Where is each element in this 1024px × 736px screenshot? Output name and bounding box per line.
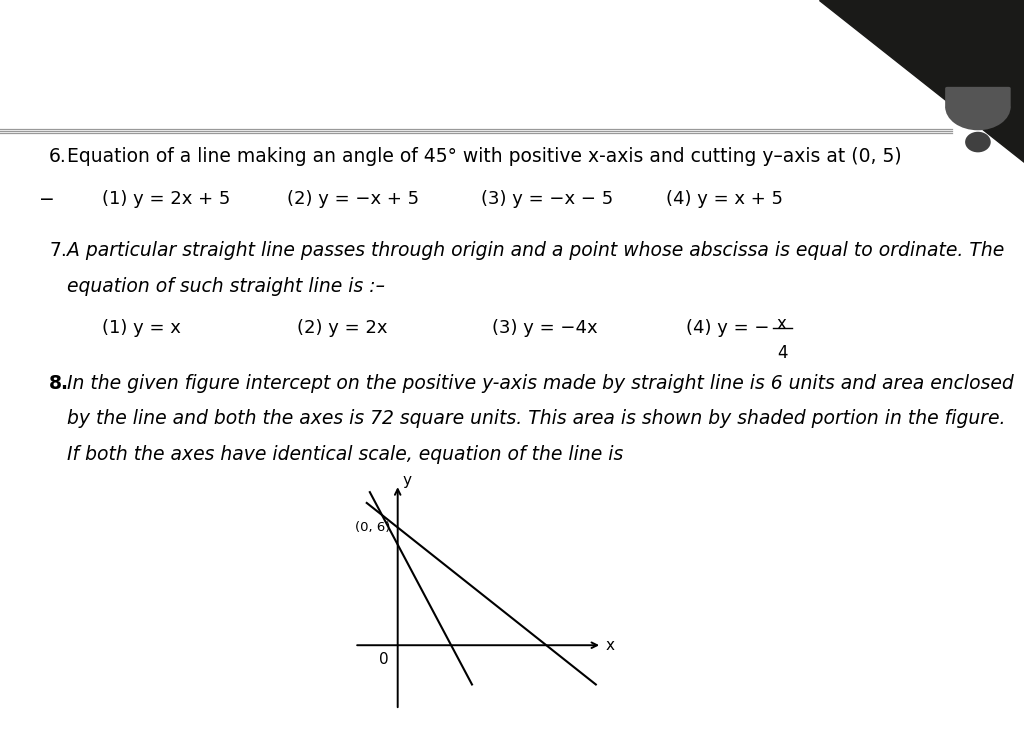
Text: equation of such straight line is :–: equation of such straight line is :–: [67, 277, 385, 296]
Text: (3) y = −4x: (3) y = −4x: [492, 319, 597, 336]
Text: y: y: [402, 473, 412, 488]
Text: (2) y = −x + 5: (2) y = −x + 5: [287, 190, 419, 208]
Ellipse shape: [965, 132, 990, 152]
Text: 8.: 8.: [49, 374, 70, 393]
Text: 4: 4: [777, 344, 787, 362]
Text: (3) y = −x − 5: (3) y = −x − 5: [481, 190, 613, 208]
Text: 7.: 7.: [49, 241, 67, 261]
Text: −: −: [39, 190, 54, 209]
Text: Equation of a line making an angle of 45° with positive x-axis and cutting y–axi: Equation of a line making an angle of 45…: [67, 147, 901, 166]
Text: A particular straight line passes through origin and a point whose abscissa is e: A particular straight line passes throug…: [67, 241, 1004, 261]
Text: by the line and both the axes is 72 square units. This area is shown by shaded p: by the line and both the axes is 72 squa…: [67, 409, 1006, 428]
Text: If both the axes have identical scale, equation of the line is: If both the axes have identical scale, e…: [67, 445, 623, 464]
Text: 6.: 6.: [49, 147, 67, 166]
FancyBboxPatch shape: [945, 87, 1011, 108]
Polygon shape: [819, 0, 1024, 162]
Wedge shape: [945, 107, 1011, 130]
Text: (2) y = 2x: (2) y = 2x: [297, 319, 387, 336]
Text: (1) y = x: (1) y = x: [102, 319, 181, 336]
Text: (0, 6): (0, 6): [355, 521, 390, 534]
Text: x: x: [605, 637, 614, 653]
Text: In the given figure intercept on the positive y-axis made by straight line is 6 : In the given figure intercept on the pos…: [67, 374, 1014, 393]
Text: (4) y = −: (4) y = −: [686, 319, 770, 336]
Text: (4) y = x + 5: (4) y = x + 5: [666, 190, 782, 208]
Text: (1) y = 2x + 5: (1) y = 2x + 5: [102, 190, 230, 208]
Text: 0: 0: [379, 652, 388, 667]
Text: x: x: [776, 315, 786, 333]
